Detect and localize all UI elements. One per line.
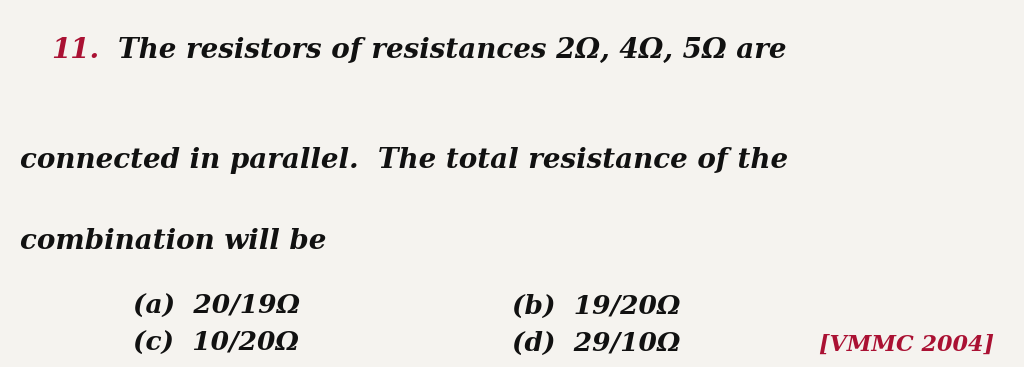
Text: (d)  29/10Ω: (d) 29/10Ω <box>512 331 680 356</box>
Text: (a)  20/19Ω: (a) 20/19Ω <box>133 294 300 319</box>
Text: [VMMC 2004]: [VMMC 2004] <box>819 334 994 356</box>
Text: combination will be: combination will be <box>20 228 327 255</box>
Text: connected in parallel.  The total resistance of the: connected in parallel. The total resista… <box>20 147 788 174</box>
Text: (c)  10/20Ω: (c) 10/20Ω <box>133 331 299 356</box>
Text: 11.: 11. <box>51 37 99 64</box>
Text: The resistors of resistances 2Ω, 4Ω, 5Ω are: The resistors of resistances 2Ω, 4Ω, 5Ω … <box>118 37 786 64</box>
Text: (b)  19/20Ω: (b) 19/20Ω <box>512 294 680 319</box>
